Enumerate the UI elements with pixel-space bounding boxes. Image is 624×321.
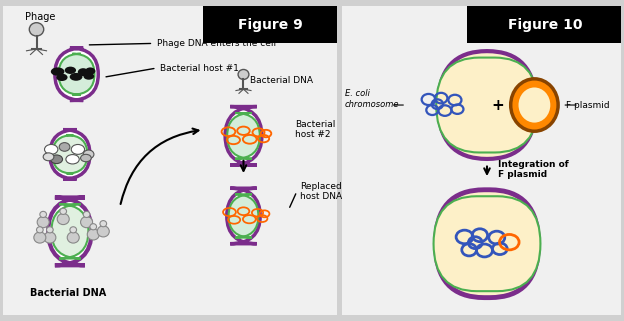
Text: Figure 10: Figure 10 <box>509 18 583 32</box>
FancyBboxPatch shape <box>59 54 94 95</box>
Circle shape <box>57 213 69 225</box>
Circle shape <box>34 232 46 243</box>
FancyBboxPatch shape <box>50 130 90 179</box>
Circle shape <box>83 211 90 218</box>
Ellipse shape <box>78 68 89 76</box>
FancyBboxPatch shape <box>51 204 89 258</box>
Circle shape <box>100 221 107 227</box>
Ellipse shape <box>59 143 70 151</box>
FancyBboxPatch shape <box>225 107 262 165</box>
Ellipse shape <box>56 74 67 81</box>
Text: Bacterial DNA: Bacterial DNA <box>30 288 106 298</box>
Circle shape <box>238 69 249 80</box>
Ellipse shape <box>66 155 79 164</box>
Circle shape <box>47 227 53 233</box>
Ellipse shape <box>80 154 91 162</box>
Circle shape <box>29 23 44 36</box>
Ellipse shape <box>84 73 94 80</box>
Circle shape <box>40 211 47 218</box>
Ellipse shape <box>85 67 95 75</box>
Ellipse shape <box>43 153 54 161</box>
FancyBboxPatch shape <box>438 51 536 159</box>
Circle shape <box>67 232 79 243</box>
Circle shape <box>97 226 109 237</box>
Text: Bacterial DNA: Bacterial DNA <box>250 76 313 85</box>
Text: Phage DNA enters the cell: Phage DNA enters the cell <box>157 39 276 48</box>
Text: Replaced
host DNA: Replaced host DNA <box>300 182 343 201</box>
Text: E. coli
chromosome: E. coli chromosome <box>344 89 399 108</box>
Text: Bacterial host #1: Bacterial host #1 <box>160 64 239 73</box>
Circle shape <box>60 208 67 214</box>
Bar <box>467 6 621 43</box>
FancyBboxPatch shape <box>436 57 538 152</box>
FancyBboxPatch shape <box>228 194 258 238</box>
Bar <box>203 6 337 43</box>
Text: Bacterial
host #2: Bacterial host #2 <box>295 120 336 139</box>
Text: Phage: Phage <box>25 12 55 22</box>
Circle shape <box>87 229 99 240</box>
Ellipse shape <box>44 144 58 154</box>
Text: F plasmid: F plasmid <box>566 100 610 109</box>
Text: Figure 9: Figure 9 <box>238 18 303 32</box>
Ellipse shape <box>83 150 94 159</box>
Circle shape <box>70 227 77 233</box>
Circle shape <box>44 232 56 243</box>
Ellipse shape <box>71 144 85 154</box>
Text: Integration of
F plasmid: Integration of F plasmid <box>498 160 569 179</box>
Circle shape <box>519 87 550 123</box>
Ellipse shape <box>70 73 82 81</box>
Ellipse shape <box>51 155 62 164</box>
Circle shape <box>510 79 558 131</box>
FancyBboxPatch shape <box>48 197 92 265</box>
Text: +: + <box>492 98 505 113</box>
FancyBboxPatch shape <box>436 190 539 298</box>
Ellipse shape <box>51 67 64 76</box>
FancyBboxPatch shape <box>52 135 87 174</box>
Circle shape <box>80 217 92 228</box>
FancyBboxPatch shape <box>227 113 260 159</box>
Circle shape <box>36 227 43 233</box>
FancyBboxPatch shape <box>227 188 260 244</box>
Circle shape <box>37 217 49 228</box>
Ellipse shape <box>65 67 76 74</box>
FancyBboxPatch shape <box>55 48 98 100</box>
FancyBboxPatch shape <box>434 196 540 291</box>
Circle shape <box>90 224 97 230</box>
